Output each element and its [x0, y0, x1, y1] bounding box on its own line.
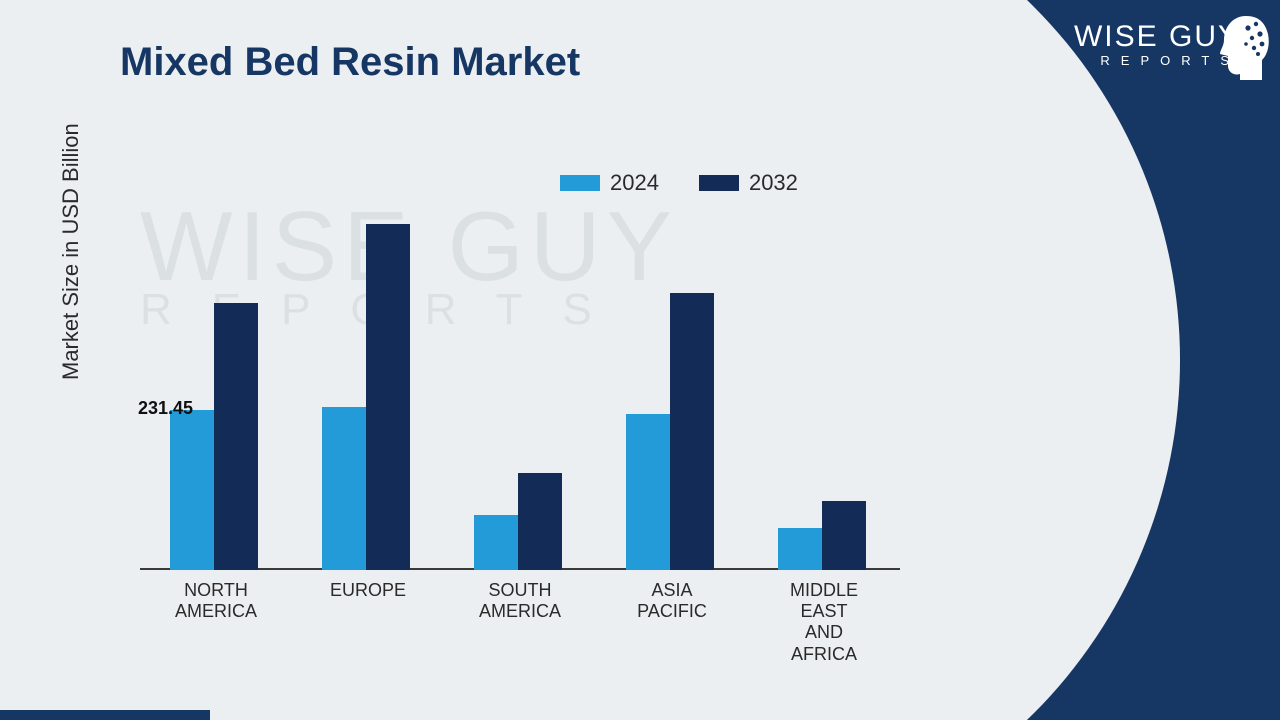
chart-title: Mixed Bed Resin Market [120, 40, 580, 85]
legend-label-2032: 2032 [749, 170, 798, 196]
bar-2024 [474, 515, 518, 570]
bar-2032 [518, 473, 562, 570]
category-label: NORTH AMERICA [175, 580, 257, 622]
legend: 2024 2032 [560, 170, 798, 196]
category-label: ASIA PACIFIC [637, 580, 707, 622]
bar-2032 [822, 501, 866, 570]
brand-head-icon [1218, 14, 1272, 82]
category-label: MIDDLE EAST AND AFRICA [790, 580, 858, 665]
accent-bar [0, 710, 210, 720]
legend-label-2024: 2024 [610, 170, 659, 196]
bar-2024 [626, 414, 670, 570]
y-axis-label: Market Size in USD Billion [58, 123, 84, 380]
category-label: SOUTH AMERICA [479, 580, 561, 622]
bar-2032 [214, 303, 258, 570]
y-tick-label: 231.45 [138, 398, 193, 419]
bar-2032 [366, 224, 410, 570]
brand-logo-name: WISE GUY [1074, 22, 1240, 52]
chart-area: 2024 2032 NORTH AMERICAEUROPESOUTH AMERI… [120, 170, 900, 690]
category-label: EUROPE [330, 580, 406, 601]
legend-swatch-2024 [560, 175, 600, 191]
chart-canvas: WISE GUY REPORTS Mixed Bed Resin Market … [0, 0, 1280, 720]
bar-2024 [322, 407, 366, 570]
bar-2032 [670, 293, 714, 570]
bar-2024 [170, 410, 214, 570]
brand-logo-sub: REPORTS [1074, 54, 1240, 67]
plot-region: NORTH AMERICAEUROPESOUTH AMERICAASIA PAC… [140, 210, 900, 570]
legend-swatch-2032 [699, 175, 739, 191]
legend-item-2024: 2024 [560, 170, 659, 196]
brand-logo: WISE GUY REPORTS [1074, 22, 1240, 67]
legend-item-2032: 2032 [699, 170, 798, 196]
bar-2024 [778, 528, 822, 570]
